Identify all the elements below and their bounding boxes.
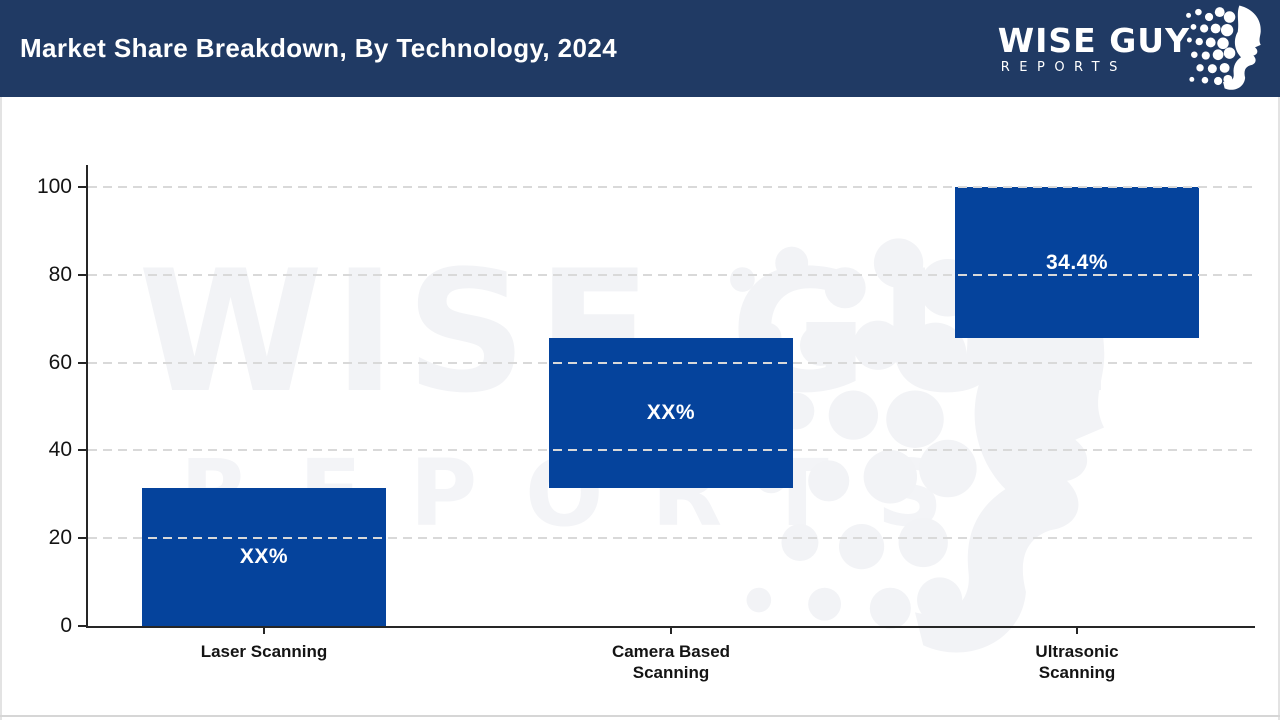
bar-ultrasonic: 34.4% — [955, 187, 1199, 339]
bar-value-label: XX% — [646, 401, 696, 425]
header: Market Share Breakdown, By Technology, 2… — [0, 0, 1280, 97]
bar-value-label: XX% — [239, 545, 289, 569]
category-label: Laser Scanning — [200, 642, 328, 661]
y-tick — [78, 361, 86, 364]
y-tick — [78, 449, 86, 452]
y-tick-label: 0 — [60, 614, 72, 637]
y-tick-label: 100 — [36, 175, 72, 198]
bottom-divider — [0, 715, 1280, 717]
bar-value-label: 34.4% — [1045, 250, 1109, 274]
gridline-100 — [88, 186, 1255, 188]
x-axis-spine — [86, 626, 1255, 628]
category-label: Camera Based Scanning — [611, 642, 731, 683]
y-axis-spine — [86, 165, 88, 628]
y-tick — [78, 186, 86, 188]
bar-camera-based: XX% — [549, 338, 793, 489]
x-tick — [1076, 626, 1078, 634]
y-tick-label: 40 — [48, 438, 72, 462]
wiseguy-logo: WISE GUY REPORTS — [998, 0, 1264, 97]
y-tick-label: 80 — [48, 262, 72, 286]
category-label: Ultrasonic Scanning — [1035, 642, 1119, 683]
y-tick-label: 20 — [48, 526, 72, 550]
gridline-60 — [88, 361, 1255, 364]
wiseguy-logo-text: WISE GUY REPORTS — [998, 24, 1190, 74]
logo-subtitle: REPORTS — [1000, 59, 1127, 75]
wiseguy-face-icon — [1186, 5, 1261, 90]
bar-laser-scanning: XX% — [142, 488, 386, 626]
y-tick — [78, 273, 86, 276]
y-tick-label: 60 — [48, 350, 72, 374]
x-tick — [263, 626, 265, 634]
y-tick — [78, 625, 86, 627]
x-tick — [670, 626, 672, 634]
gridline-80 — [88, 273, 1255, 276]
logo-wordmark: WISE GUY — [997, 20, 1190, 60]
page-title: Market Share Breakdown, By Technology, 2… — [20, 33, 618, 63]
y-tick — [78, 537, 86, 540]
gridline-40 — [88, 449, 1255, 452]
gridline-20 — [88, 537, 1255, 540]
